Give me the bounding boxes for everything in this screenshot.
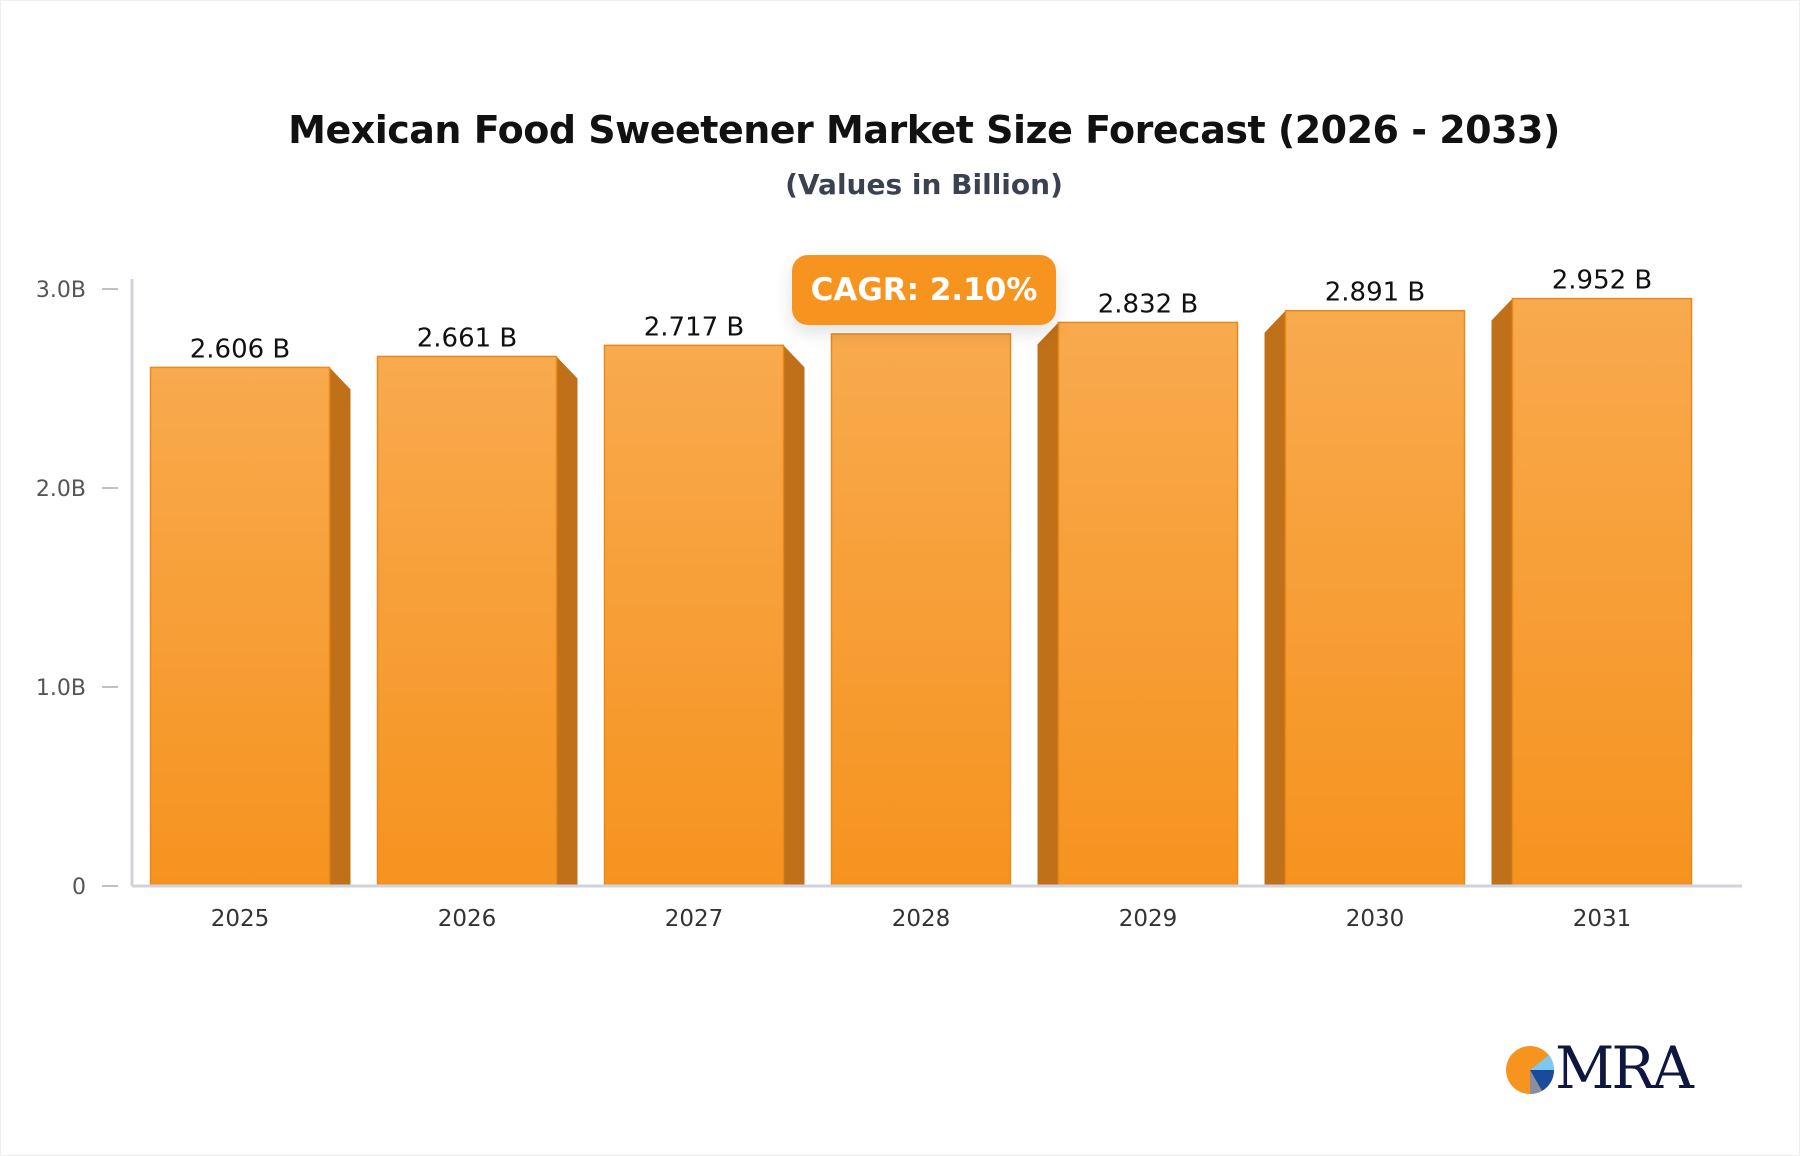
bar-2029 [1057,321,1239,887]
bar-2028 [830,333,1012,887]
x-tick-label: 2028 [892,906,951,932]
x-tick-label: 2031 [1573,906,1632,932]
bar-side [1491,298,1513,886]
bar-2031 [1511,297,1693,887]
cagr-badge: CAGR: 2.10% [792,255,1056,325]
x-tick-label: 2030 [1346,906,1405,932]
data-label: 2.717 B [644,312,745,342]
bar-side [329,367,351,886]
mra-logo: MRA [1505,1034,1695,1102]
bar-2027 [603,344,785,887]
bar-side [1037,322,1059,886]
y-tick-label: 2.0B [36,477,86,502]
x-tick-label: 2025 [211,906,270,932]
bar-2025 [149,366,331,887]
bar-2026 [376,355,558,887]
x-tick-label: 2029 [1119,906,1178,932]
y-tick-label: 0 [72,875,86,900]
data-label: 2.891 B [1325,278,1426,308]
pie-logo-icon [1506,1046,1555,1095]
chart-title: Mexican Food Sweetener Market Size Forec… [288,108,1560,152]
data-label: 2.661 B [417,323,518,353]
x-tick-label: 2026 [438,906,497,932]
y-tick-label: 3.0B [36,278,86,303]
bar-side [556,356,578,886]
bar-2030 [1284,309,1466,887]
y-tick-label: 1.0B [36,676,86,701]
x-tick-label: 2027 [665,906,724,932]
bar-side [783,345,805,886]
data-label: 2.952 B [1552,266,1653,296]
bar-side [1264,310,1286,886]
chart-subtitle: (Values in Billion) [785,168,1063,201]
logo-text: MRA [1555,1034,1694,1102]
data-label: 2.832 B [1098,289,1199,319]
data-label: 2.606 B [190,334,291,364]
